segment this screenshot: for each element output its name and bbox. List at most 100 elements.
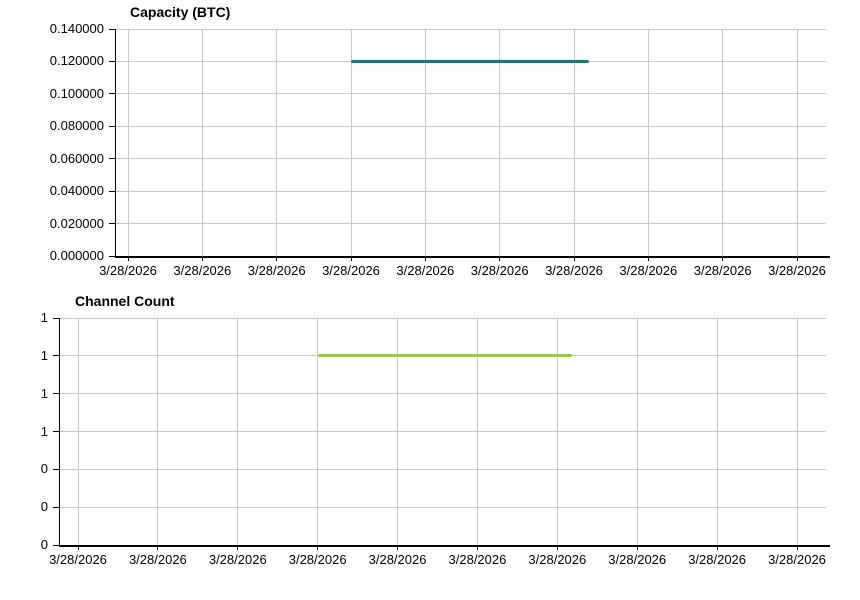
x-gridline — [424, 29, 426, 256]
y-tick-mark — [53, 355, 60, 357]
capacity-btc-series-line — [351, 59, 589, 63]
y-gridline — [116, 223, 826, 225]
y-tick-label: 1 — [40, 310, 48, 325]
x-tick-label: 3/28/2026 — [619, 263, 678, 278]
y-gridline — [116, 93, 826, 95]
x-tick-mark — [157, 545, 159, 550]
x-gridline — [573, 29, 575, 256]
y-tick-mark — [53, 468, 60, 470]
y-tick-mark — [53, 431, 60, 432]
capacity-chart-title: Capacity (BTC) — [130, 4, 231, 20]
y-tick-label: 0.060000 — [49, 150, 104, 166]
x-tick-label: 3/28/2026 — [322, 263, 380, 278]
y-tick-label: 1 — [40, 423, 48, 439]
y-gridline — [116, 125, 826, 127]
y-tick-mark — [109, 190, 116, 192]
x-tick-mark — [317, 545, 319, 550]
x-gridline — [647, 29, 649, 256]
channel-count-series-line — [317, 354, 572, 358]
y-gridline — [116, 158, 826, 160]
y-tick-label: 0 — [40, 461, 48, 477]
y-tick-label: 0.000000 — [49, 248, 104, 263]
x-tick-mark — [796, 545, 798, 550]
y-tick-label: 0.100000 — [49, 85, 104, 101]
x-axis-line — [58, 545, 830, 547]
x-gridline — [499, 29, 501, 256]
x-tick-label: 3/28/2026 — [528, 552, 587, 567]
y-tick-mark — [109, 255, 116, 257]
y-tick-label: 0.020000 — [49, 215, 104, 231]
x-tick-mark — [716, 545, 718, 550]
x-tick-mark — [201, 256, 203, 261]
x-tick-label: 3/28/2026 — [288, 552, 347, 567]
y-tick-label: 0.120000 — [49, 53, 104, 69]
x-tick-mark — [397, 545, 399, 550]
y-gridline — [60, 317, 826, 319]
x-gridline — [350, 29, 352, 256]
x-tick-mark — [499, 256, 501, 261]
x-tick-label: 3/28/2026 — [208, 552, 267, 567]
x-tick-mark — [237, 545, 239, 550]
x-tick-label: 3/28/2026 — [396, 263, 455, 278]
y-tick-mark — [53, 544, 60, 546]
x-tick-label: 3/28/2026 — [128, 552, 187, 567]
x-tick-label: 3/28/2026 — [693, 263, 752, 278]
y-gridline — [60, 393, 826, 395]
x-tick-mark — [722, 256, 724, 261]
x-gridline — [796, 29, 798, 256]
x-tick-mark — [350, 256, 352, 261]
y-tick-label: 0 — [40, 499, 48, 515]
x-tick-label: 3/28/2026 — [173, 263, 232, 278]
y-tick-label: 0 — [40, 537, 48, 552]
x-tick-label: 3/28/2026 — [688, 552, 747, 567]
y-tick-mark — [109, 125, 116, 127]
x-tick-label: 3/28/2026 — [768, 552, 826, 567]
x-tick-mark — [647, 256, 649, 261]
x-axis-line — [114, 256, 830, 258]
y-gridline — [60, 468, 826, 470]
channel-count-chart-title: Channel Count — [75, 293, 175, 309]
x-tick-mark — [573, 256, 575, 261]
x-gridline — [201, 29, 203, 256]
x-tick-mark — [796, 256, 798, 261]
x-tick-mark — [127, 256, 129, 261]
x-tick-mark — [424, 256, 426, 261]
y-tick-label: 0.040000 — [49, 183, 104, 199]
x-tick-label: 3/28/2026 — [448, 552, 507, 567]
y-tick-mark — [53, 393, 60, 395]
x-tick-mark — [476, 545, 478, 550]
x-tick-label: 3/28/2026 — [545, 263, 603, 278]
x-tick-label: 3/28/2026 — [99, 263, 157, 278]
y-tick-mark — [109, 93, 116, 95]
x-tick-label: 3/28/2026 — [470, 263, 529, 278]
y-tick-mark — [109, 223, 116, 225]
y-tick-mark — [109, 60, 116, 62]
x-tick-label: 3/28/2026 — [247, 263, 306, 278]
y-gridline — [60, 431, 826, 432]
x-tick-label: 3/28/2026 — [768, 263, 826, 278]
x-tick-label: 3/28/2026 — [608, 552, 667, 567]
x-tick-label: 3/28/2026 — [49, 552, 107, 567]
y-axis-line — [114, 28, 116, 257]
y-tick-mark — [53, 506, 60, 508]
y-tick-label: 1 — [40, 385, 48, 401]
y-tick-mark — [53, 317, 60, 319]
y-tick-mark — [109, 28, 116, 30]
y-gridline — [60, 506, 826, 508]
x-tick-mark — [77, 545, 79, 550]
x-gridline — [722, 29, 724, 256]
x-tick-mark — [636, 545, 638, 550]
x-tick-label: 3/28/2026 — [368, 552, 427, 567]
x-tick-mark — [276, 256, 278, 261]
y-tick-label: 1 — [40, 347, 48, 363]
x-gridline — [276, 29, 278, 256]
x-gridline — [127, 29, 129, 256]
x-tick-mark — [556, 545, 558, 550]
y-gridline — [116, 28, 826, 30]
y-axis-line — [58, 317, 60, 546]
y-tick-label: 0.080000 — [49, 118, 104, 134]
y-gridline — [116, 190, 826, 192]
